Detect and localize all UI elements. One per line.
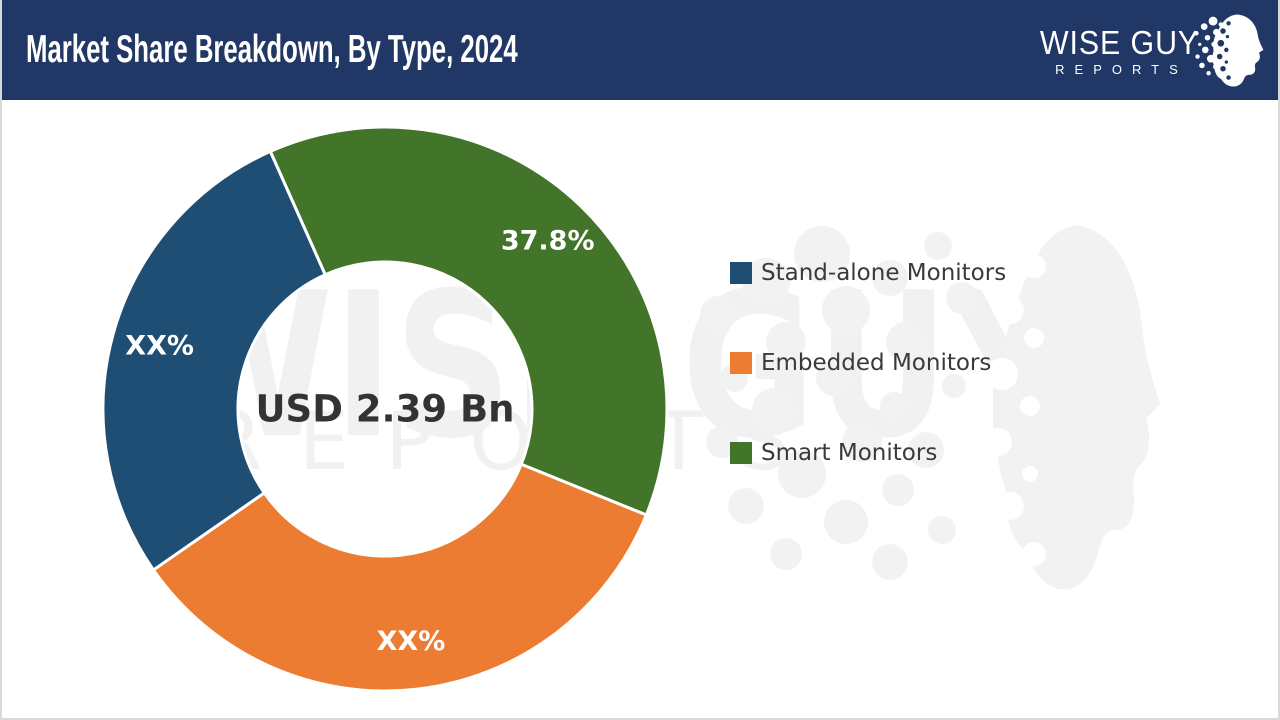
legend-label: Stand-alone Monitors bbox=[761, 260, 1007, 286]
page-title: Market Share Breakdown, By Type, 2024 bbox=[26, 28, 518, 71]
slice-label-smart-monitors: 37.8% bbox=[501, 225, 595, 256]
legend-swatch-smart bbox=[730, 442, 752, 464]
slice-label-stand-alone-monitors: XX% bbox=[125, 331, 194, 362]
slice-label-embedded-monitors: XX% bbox=[377, 626, 446, 657]
donut-slice-embedded-monitors bbox=[151, 462, 648, 693]
legend-label: Embedded Monitors bbox=[761, 350, 992, 376]
legend-item-smart-monitors: Smart Monitors bbox=[730, 440, 1006, 466]
legend-swatch-stand-alone bbox=[730, 262, 752, 284]
watermark-head-icon bbox=[700, 225, 1161, 590]
donut-slice-smart-monitors bbox=[268, 125, 669, 517]
watermark-text-secondary: REPORTS bbox=[207, 395, 826, 488]
legend-item-embedded-monitors: Embedded Monitors bbox=[730, 350, 1006, 376]
brand-name: WISE GUY bbox=[1039, 23, 1200, 61]
donut-slice-stand-alone-monitors bbox=[101, 149, 327, 572]
legend-label: Smart Monitors bbox=[761, 440, 938, 466]
legend: Stand-alone Monitors Embedded Monitors S… bbox=[730, 260, 1007, 531]
brand-text: WISE GUY REPORTS bbox=[1033, 26, 1206, 77]
chart-center-value: USD 2.39 Bn bbox=[255, 387, 515, 431]
brand-head-icon bbox=[1194, 14, 1264, 87]
header: Market Share Breakdown, By Type, 2024 WI… bbox=[2, 0, 1278, 100]
legend-swatch-embedded bbox=[730, 352, 752, 374]
donut-chart: 37.8% XX% XX% bbox=[101, 125, 669, 693]
brand-sub: REPORTS bbox=[1055, 61, 1188, 77]
chart-area: WISE GUY REPORTS 37.8% XX% XX% USD bbox=[2, 100, 1278, 718]
brand-logo: WISE GUY REPORTS bbox=[1033, 9, 1264, 93]
legend-item-stand-alone-monitors: Stand-alone Monitors bbox=[730, 260, 1007, 286]
